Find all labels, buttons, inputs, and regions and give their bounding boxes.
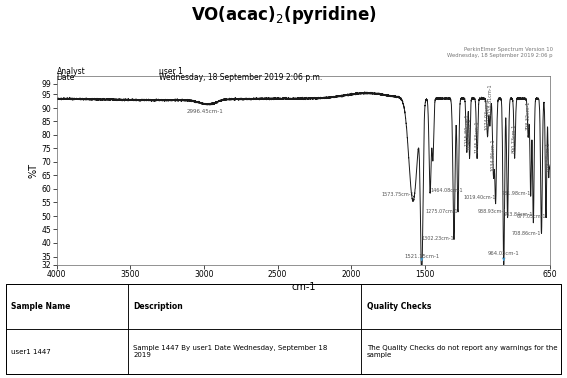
Text: 1464.08cm-1: 1464.08cm-1: [430, 188, 463, 193]
Text: 2996.45cm-1: 2996.45cm-1: [186, 109, 223, 115]
Y-axis label: %T: %T: [28, 163, 39, 178]
X-axis label: cm-1: cm-1: [291, 282, 316, 292]
Text: 1145.33cm-1: 1145.33cm-1: [475, 120, 480, 153]
Bar: [6, 284, 128, 329]
Text: 659.58cm-1: 659.58cm-1: [546, 142, 551, 172]
Text: Wednesday, 18 September 2019 2:06 p.m.: Wednesday, 18 September 2019 2:06 p.m.: [159, 73, 322, 82]
Text: 1196.98cm-1: 1196.98cm-1: [467, 118, 472, 150]
Text: 1058.81cm-1: 1058.81cm-1: [487, 84, 492, 116]
Text: 1302.23cm-1: 1302.23cm-1: [421, 237, 454, 242]
Text: Sample 1447 By user1 Date Wednesday, September 18
2019: Sample 1447 By user1 Date Wednesday, Sep…: [133, 345, 328, 358]
Text: user1 1447: user1 1447: [11, 349, 51, 355]
Text: 798.32cm-1: 798.32cm-1: [526, 100, 531, 130]
Bar: [361, 329, 561, 374]
Text: 1275.07cm-1: 1275.07cm-1: [425, 209, 458, 214]
Text: 938.93cm-1: 938.93cm-1: [478, 209, 507, 214]
Text: Sample Name: Sample Name: [11, 302, 71, 311]
Text: 890.73cm-1: 890.73cm-1: [512, 123, 517, 153]
Bar: [128, 329, 361, 374]
Text: user 1: user 1: [159, 67, 183, 76]
Bar: [128, 284, 361, 329]
Text: Date: Date: [57, 73, 75, 82]
Text: Description: Description: [133, 302, 183, 311]
Text: Quality Checks: Quality Checks: [367, 302, 431, 311]
Text: Analyst: Analyst: [57, 67, 86, 76]
Text: 1521.15cm-1: 1521.15cm-1: [404, 254, 439, 260]
Text: 781.98cm-1: 781.98cm-1: [501, 191, 531, 195]
Text: 1074.93cm-1: 1074.93cm-1: [485, 97, 490, 130]
Text: 708.86cm-1: 708.86cm-1: [512, 231, 541, 236]
Text: 677.05cm-1: 677.05cm-1: [517, 214, 546, 218]
Text: PerkinElmer Spectrum Version 10
Wednesday, 18 September 2019 2:06 p: PerkinElmer Spectrum Version 10 Wednesda…: [447, 47, 553, 58]
Text: 1215.80cm-1: 1215.80cm-1: [464, 113, 469, 146]
Text: 763.84cm-1: 763.84cm-1: [503, 212, 533, 217]
Text: VO(acac)$_2$(pyridine): VO(acac)$_2$(pyridine): [191, 4, 376, 26]
Bar: [361, 284, 561, 329]
Bar: [6, 329, 128, 374]
Text: 1034.86cm-1: 1034.86cm-1: [491, 139, 496, 172]
Text: 1573.75cm-1: 1573.75cm-1: [382, 192, 414, 197]
Text: 1019.40cm-1: 1019.40cm-1: [463, 195, 496, 200]
Text: 964.03cm-1: 964.03cm-1: [488, 251, 519, 260]
Text: The Quality Checks do not report any warnings for the
sample: The Quality Checks do not report any war…: [367, 345, 557, 358]
